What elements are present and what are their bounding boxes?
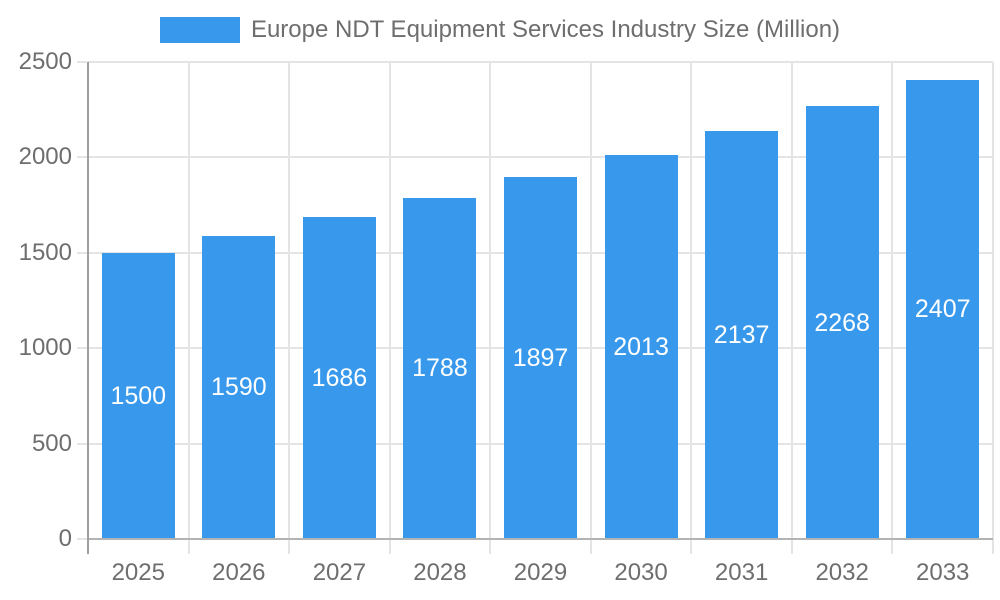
y-tick-label: 2500 [18,48,72,75]
x-tick-label: 2027 [312,559,367,586]
bar[interactable] [504,177,577,539]
bar[interactable] [101,252,175,539]
gridline-vertical [187,62,190,554]
gridline-horizontal [88,156,993,159]
bar[interactable] [202,235,276,539]
x-tick-label: 2032 [815,559,869,586]
x-tick-label: 2029 [513,559,568,586]
gridline-vertical [489,62,492,554]
bar-value-label: 1686 [311,364,368,393]
gridline-horizontal [88,61,993,63]
bar[interactable] [604,154,678,539]
gridline-vertical [790,62,793,554]
x-tick-label: 2025 [111,559,165,586]
bar[interactable] [805,106,879,539]
x-tick-label: 2030 [614,559,668,586]
x-tick-label: 2028 [413,559,467,586]
y-axis-line [87,62,89,554]
bar-value-label: 1590 [211,373,267,402]
bar[interactable] [403,197,477,539]
x-tick-label: 2033 [916,559,970,586]
y-tick-label: 2000 [18,143,72,171]
x-axis-line [88,538,993,540]
y-axis-tick [77,442,87,445]
gridline-vertical [388,62,391,554]
bar-value-label: 1500 [110,381,167,410]
gridline-vertical [891,62,894,554]
bar-value-label: 2268 [814,308,870,337]
bar-value-label: 2137 [713,321,770,350]
bar-value-label: 2013 [613,332,669,361]
y-tick-label: 500 [31,429,72,457]
bar[interactable] [705,131,779,539]
y-tick-label: 0 [58,525,72,552]
legend-swatch [159,17,240,43]
gridline-vertical [992,62,994,554]
y-axis-tick [77,347,87,350]
gridline-vertical [589,62,592,554]
gridline-vertical [690,62,693,554]
bar-value-label: 1897 [512,344,569,373]
y-tick-label: 1500 [18,238,72,266]
x-tick-label: 2026 [212,559,266,586]
legend-label: Europe NDT Equipment Services Industry S… [250,16,841,43]
x-tick-label: 2031 [714,559,769,586]
bar[interactable] [906,79,980,539]
plot-area: 0 500 1000 1500 2000 2500 1500 2025 1590 2026 1686… [19,48,994,586]
y-axis-tick [77,538,87,540]
gridline-vertical [288,62,291,554]
y-tick-label: 1000 [18,334,72,362]
bar-value-label: 2407 [914,295,971,324]
bar[interactable] [302,217,376,539]
y-axis-tick [77,61,87,63]
bar-value-label: 1788 [412,354,468,383]
y-axis-tick [77,251,87,254]
y-axis-tick [77,156,87,159]
legend-item[interactable]: Europe NDT Equipment Services Industry S… [0,16,1000,44]
